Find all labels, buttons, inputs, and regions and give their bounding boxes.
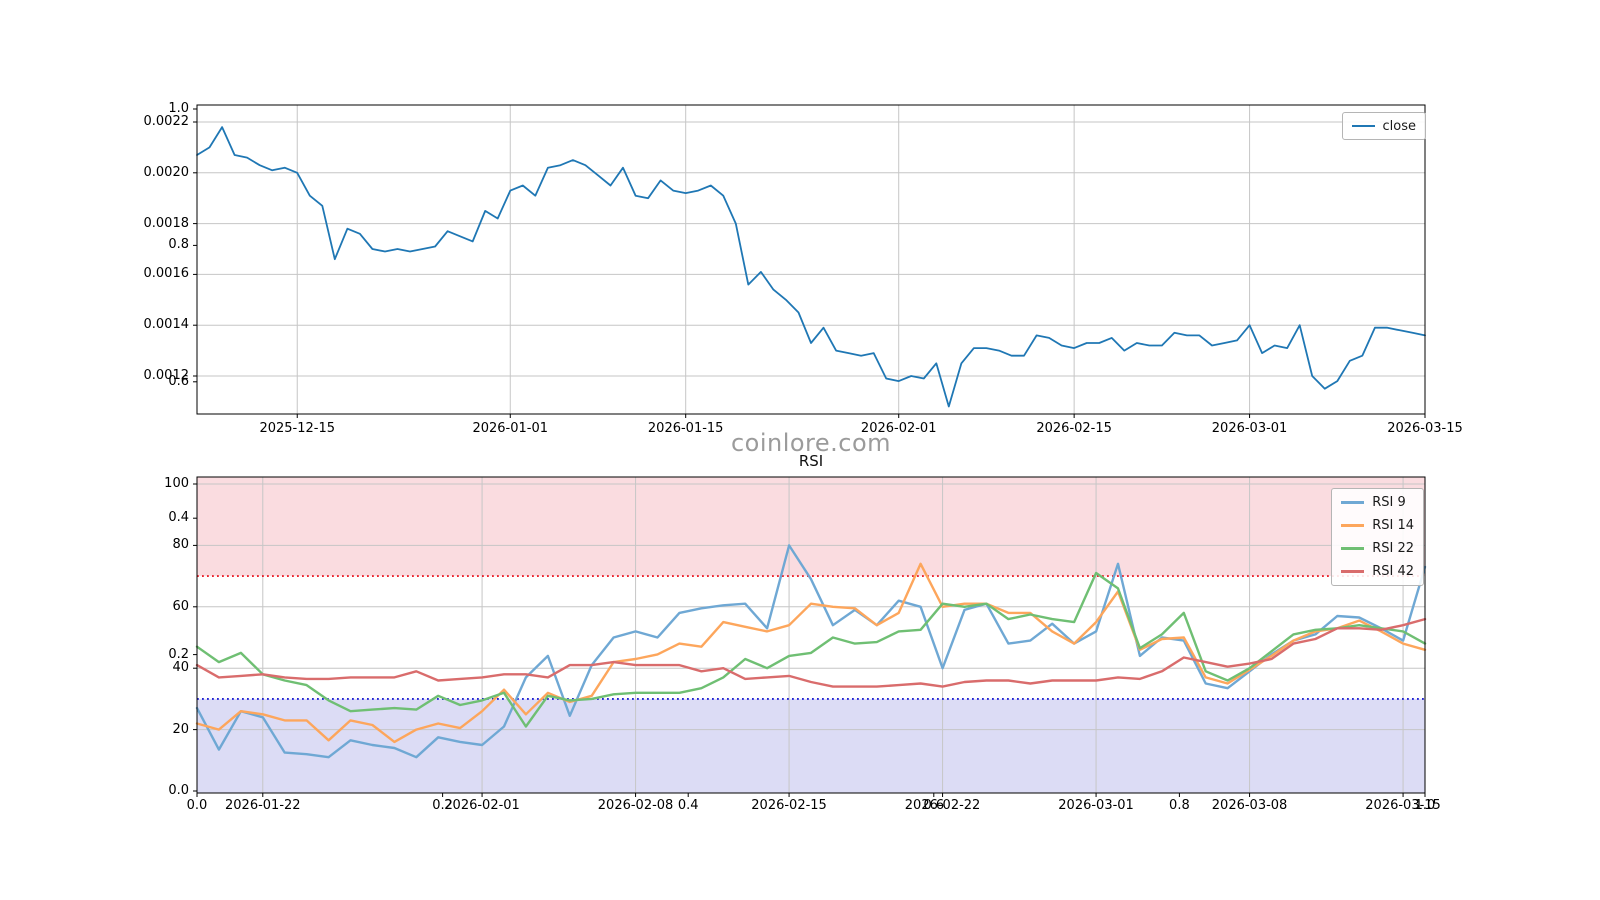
series-line-rsi-22 — [195, 571, 1427, 728]
rsi9-line-swatch — [1341, 501, 1365, 504]
overlay-y-tick-label: 0.4 — [168, 510, 189, 526]
price-plot-border — [196, 104, 1426, 415]
legend-label-rsi42: RSI 42 — [1372, 564, 1414, 579]
overlay-x-tick-label: 1.0 — [1414, 798, 1436, 813]
overlay-x-tick-label: 0.2 — [432, 798, 453, 813]
x-tick-label: 2026-03-15 — [1365, 798, 1441, 813]
x-tick-label: 2026-02-01 — [860, 421, 937, 436]
overlay-y-tick-label: 0.6 — [168, 373, 189, 389]
overlay-x-tick-label: 0.6 — [923, 798, 945, 813]
y-tick-label: 0.0014 — [143, 317, 190, 333]
legend-rsi: RSI 9 RSI 14 RSI 22 RSI 42 — [1331, 488, 1424, 586]
oversold-band — [197, 698, 1425, 793]
legend-label-close: close — [1382, 118, 1416, 134]
legend-close: close — [1341, 112, 1426, 140]
rsi-chart-title: RSI — [798, 452, 824, 470]
legend-row-rsi9: RSI 9 — [1341, 493, 1414, 512]
series-line-rsi-14 — [195, 562, 1427, 744]
rsi14-line-swatch — [1341, 524, 1365, 527]
rsi42-line-swatch — [1341, 570, 1365, 573]
y-tick-label: 0.0018 — [143, 215, 190, 231]
overbought-band — [197, 477, 1425, 577]
series-line-rsi-9 — [195, 544, 1427, 759]
overlay-x-tick-label: 0.8 — [1169, 798, 1190, 813]
overlay-y-tick-label: 0.2 — [168, 646, 189, 662]
x-tick-label: 2026-02-15 — [751, 798, 827, 813]
close-line-swatch — [1351, 125, 1375, 127]
legend-label-rsi9: RSI 9 — [1372, 495, 1406, 510]
overlay-y-tick-label: 0.0 — [168, 783, 189, 798]
overlay-x-tick-label: 0.0 — [186, 798, 208, 813]
legend-row-rsi14: RSI 14 — [1341, 516, 1414, 535]
x-tick-label: 2026-03-01 — [1058, 798, 1134, 813]
legend-label-rsi14: RSI 14 — [1372, 518, 1414, 533]
x-tick-label: 2026-01-01 — [472, 421, 549, 436]
overlay-x-tick-label: 0.4 — [677, 798, 699, 813]
overlay-y-tick-label: 0.8 — [168, 237, 189, 253]
x-tick-label: 2026-01-22 — [225, 798, 301, 813]
x-tick-label: 2025-12-15 — [259, 421, 336, 436]
y-tick-label: 0.0016 — [143, 266, 190, 282]
y-tick-label: 80 — [172, 537, 189, 553]
x-tick-label: 2026-02-01 — [444, 798, 520, 813]
y-tick-label: 0.0022 — [143, 114, 190, 129]
y-tick-label: 60 — [172, 598, 189, 614]
x-tick-label: 2026-02-15 — [1036, 421, 1112, 436]
rsi22-line-swatch — [1341, 547, 1365, 550]
legend-row-rsi42: RSI 42 — [1341, 562, 1414, 581]
series-line-close — [196, 126, 1426, 408]
x-tick-label: 2026-02-08 — [597, 798, 674, 813]
x-tick-label: 2026-02-22 — [904, 798, 981, 813]
y-tick-label: 0.0020 — [143, 164, 190, 180]
y-tick-label: 100 — [164, 476, 189, 491]
legend-row-rsi22: RSI 22 — [1341, 539, 1414, 558]
x-tick-label: 2026-03-08 — [1211, 798, 1288, 813]
legend-label-rsi22: RSI 22 — [1372, 541, 1414, 556]
y-tick-label: 20 — [172, 721, 189, 737]
y-tick-label: 0.0012 — [143, 368, 190, 383]
x-tick-label: 2026-01-15 — [647, 421, 724, 436]
series-line-rsi-42 — [195, 617, 1427, 688]
legend-row-close: close — [1351, 117, 1416, 135]
rsi-plot-border — [196, 476, 1426, 794]
overlay-y-tick-label: 1.0 — [168, 101, 189, 116]
watermark: coinlore.com — [730, 429, 892, 457]
x-tick-label: 2026-03-01 — [1211, 421, 1288, 436]
x-tick-label: 2026-03-15 — [1387, 421, 1463, 436]
y-tick-label: 40 — [172, 660, 189, 676]
